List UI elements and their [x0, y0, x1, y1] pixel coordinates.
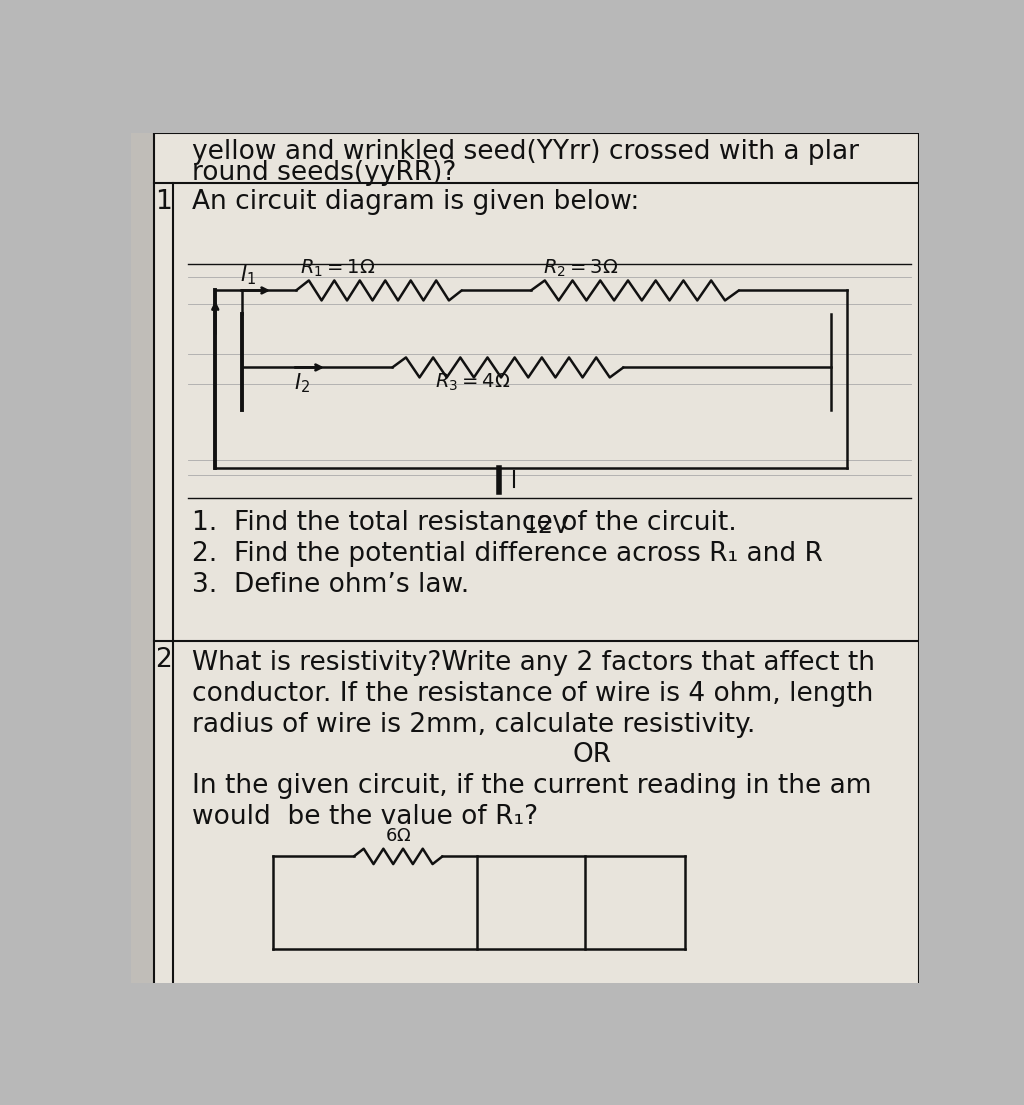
- Text: $I_2$: $I_2$: [294, 371, 310, 394]
- Text: 1: 1: [156, 189, 172, 214]
- Text: OR: OR: [573, 743, 612, 768]
- Text: would  be the value of R₁?: would be the value of R₁?: [193, 804, 539, 830]
- Text: $I_1$: $I_1$: [240, 263, 256, 286]
- Text: $6\Omega$: $6\Omega$: [385, 828, 411, 845]
- Text: 3.  Define ohm’s law.: 3. Define ohm’s law.: [193, 571, 469, 598]
- Text: $R_2=3\Omega$: $R_2=3\Omega$: [543, 257, 617, 278]
- Bar: [131, 133, 154, 983]
- Text: 1.  Find the total resistance of the circuit.: 1. Find the total resistance of the circ…: [193, 509, 737, 536]
- Text: An circuit diagram is given below:: An circuit diagram is given below:: [193, 189, 640, 214]
- Text: round seeds(yyRR)?: round seeds(yyRR)?: [193, 160, 457, 187]
- Text: radius of wire is 2mm, calculate resistivity.: radius of wire is 2mm, calculate resisti…: [193, 712, 756, 738]
- Text: $R_1=1\Omega$: $R_1=1\Omega$: [300, 257, 375, 278]
- Text: 2: 2: [156, 646, 172, 673]
- Text: 2.  Find the potential difference across R₁ and R: 2. Find the potential difference across …: [193, 540, 823, 567]
- Text: $R_3=4\Omega$: $R_3=4\Omega$: [435, 372, 510, 393]
- Text: What is resistivity?Write any 2 factors that affect th: What is resistivity?Write any 2 factors …: [193, 650, 876, 676]
- Text: conductor. If the resistance of wire is 4 ohm, length: conductor. If the resistance of wire is …: [193, 681, 873, 707]
- Text: yellow and wrinkled seed(YYrr) crossed with a plar: yellow and wrinkled seed(YYrr) crossed w…: [193, 139, 859, 165]
- Text: In the given circuit, if the current reading in the am: In the given circuit, if the current rea…: [193, 774, 871, 799]
- Text: 12V: 12V: [523, 514, 569, 538]
